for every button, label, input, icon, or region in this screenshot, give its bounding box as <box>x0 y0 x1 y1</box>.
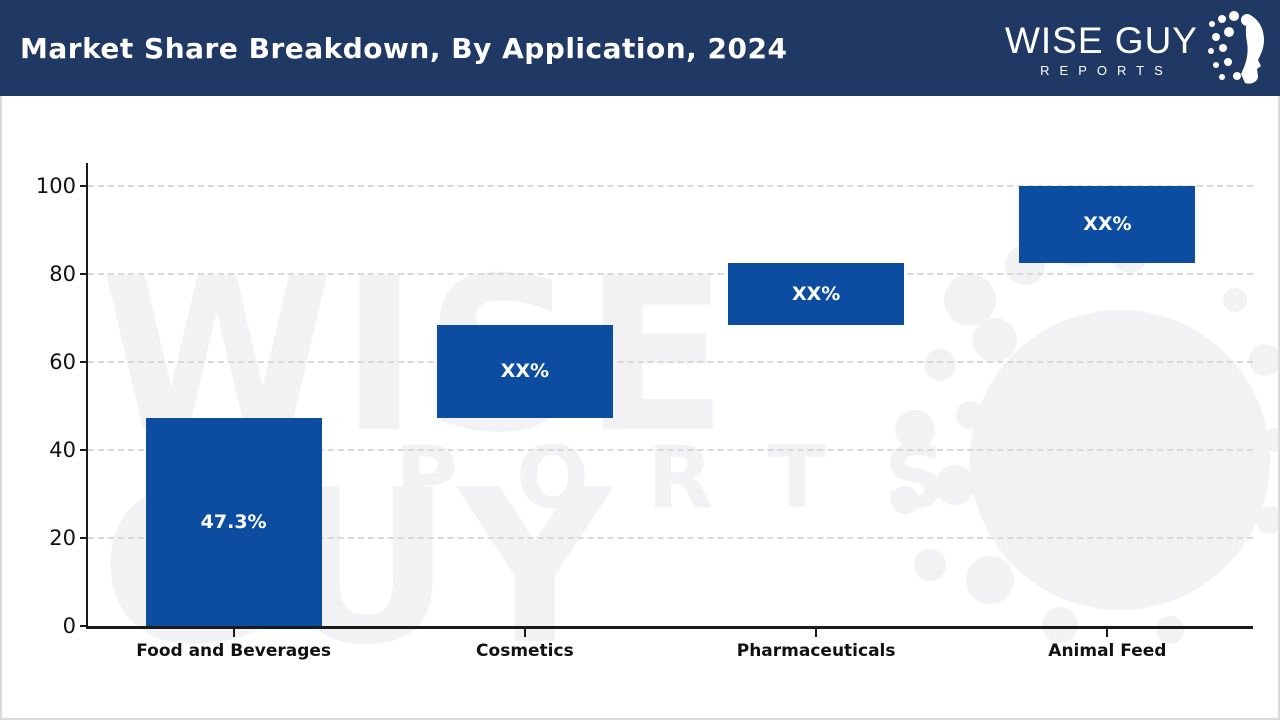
brand-logo: WISE GUY REPORTS <box>1005 10 1266 88</box>
bar-food-and-beverages: 47.3% <box>145 417 322 626</box>
bar-value-label: XX% <box>1083 213 1132 236</box>
y-axis-tick-mark <box>80 273 88 275</box>
y-axis-tick-label-40: 40 <box>49 438 76 462</box>
x-axis-spine <box>86 626 1253 629</box>
x-axis-category-label: Cosmetics <box>476 641 574 661</box>
y-axis-tick-mark <box>80 537 88 539</box>
wiseguy-head-icon <box>1208 11 1264 84</box>
y-axis-spine <box>86 163 88 629</box>
brand-logo-text: WISE GUY REPORTS <box>1004 19 1198 78</box>
header-band: Market Share Breakdown, By Application, … <box>0 0 1280 96</box>
x-axis-category-label: Pharmaceuticals <box>736 641 896 661</box>
x-axis-category-label: Food and Beverages <box>136 641 332 661</box>
y-axis-tick-mark <box>80 625 88 627</box>
gridline-y-100 <box>88 185 1253 187</box>
brand-subname: REPORTS <box>1040 62 1173 78</box>
y-axis-tick-label-20: 20 <box>49 526 76 550</box>
y-axis-tick-label-80: 80 <box>49 262 76 286</box>
x-axis-category-label: Animal Feed <box>1048 641 1167 661</box>
bar-pharmaceuticals: XX% <box>728 262 905 326</box>
y-axis-tick-mark <box>80 449 88 451</box>
brand-name: WISE GUY <box>1004 19 1198 61</box>
gridline-y-60 <box>88 361 1253 363</box>
gridline-y-40 <box>88 449 1253 451</box>
y-axis-tick-label-0: 0 <box>62 614 76 638</box>
gridline-y-20 <box>88 537 1253 539</box>
page-title: Market Share Breakdown, By Application, … <box>20 31 788 65</box>
x-axis-tick-mark <box>815 628 818 637</box>
watermark-head-icon <box>891 214 1280 644</box>
bar-value-label: 47.3% <box>200 510 267 533</box>
x-axis-tick-mark <box>232 628 235 637</box>
gridline-y-80 <box>88 273 1253 275</box>
y-axis-tick-label-60: 60 <box>49 350 76 374</box>
bar-cosmetics: XX% <box>436 325 613 418</box>
y-axis-tick-label-100: 100 <box>35 174 76 198</box>
bar-value-label: XX% <box>500 360 550 383</box>
bar-animal-feed: XX% <box>1019 186 1196 263</box>
y-axis-tick-mark <box>80 185 88 187</box>
bar-value-label: XX% <box>791 282 841 305</box>
x-axis-tick-mark <box>523 628 526 637</box>
x-axis-tick-mark <box>1106 628 1109 637</box>
y-axis-tick-mark <box>80 361 88 363</box>
